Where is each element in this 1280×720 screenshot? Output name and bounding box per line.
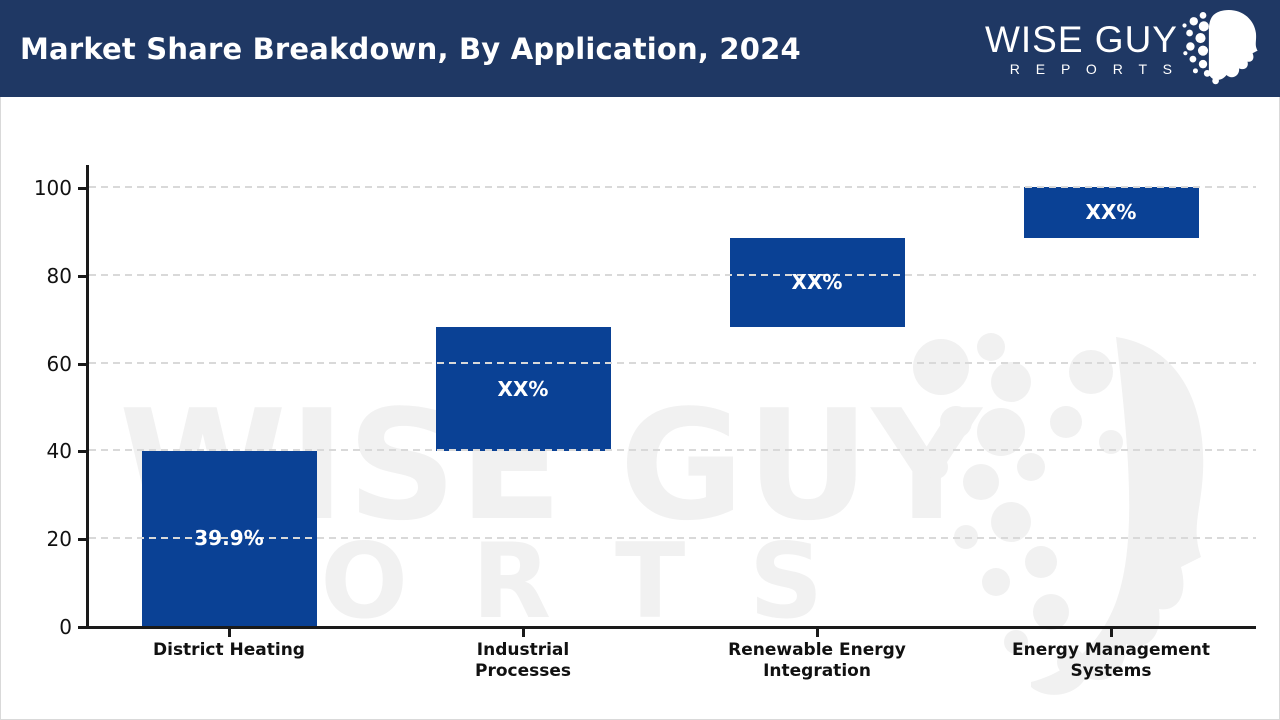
bar-value-label: 39.9%: [194, 526, 264, 551]
bar-value-label: XX%: [791, 270, 843, 295]
x-category-label-0: District Heating: [153, 640, 305, 660]
y-tick-60: [78, 362, 86, 366]
x-tick-0: [228, 629, 231, 637]
logo-wordmark: WISE GUY: [984, 18, 1178, 60]
logo-text: WISE GUY R E P O R T S: [984, 18, 1178, 78]
gridline-80: [89, 273, 1256, 276]
y-tick-label-100: 100: [33, 176, 72, 200]
bar-2: [729, 237, 905, 328]
gridline-20: [89, 537, 1256, 540]
logo-subtext: R E P O R T S: [1009, 61, 1178, 78]
x-tick-2: [816, 629, 819, 637]
y-tick-20: [78, 538, 86, 542]
x-category-label-2: Renewable Energy Integration: [728, 640, 906, 682]
gridline-40: [89, 449, 1256, 452]
bar-value-label: XX%: [1085, 200, 1137, 225]
y-tick-40: [78, 450, 86, 454]
y-tick-label-40: 40: [46, 439, 72, 464]
y-tick-label-0: 0: [59, 615, 72, 639]
watermark-head-icon: [913, 333, 1204, 695]
y-tick-label-80: 80: [46, 263, 72, 288]
bar-1: [435, 327, 611, 451]
bar-3: [1023, 187, 1199, 238]
y-tick-label-20: 20: [46, 527, 72, 552]
y-tick-100: [78, 187, 86, 190]
x-tick-1: [522, 629, 525, 637]
bar-value-label: XX%: [497, 376, 549, 401]
y-tick-0: [78, 626, 86, 629]
y-axis-line: [86, 165, 89, 629]
wiseguy-logo: WISE GUY R E P O R T S: [985, 6, 1266, 92]
gridline-60: [89, 361, 1256, 364]
x-category-label-1: Industrial Processes: [474, 640, 571, 682]
y-tick-80: [78, 274, 86, 278]
logo-head-icon: [1182, 9, 1258, 85]
page-title: Market Share Breakdown, By Application, …: [20, 31, 801, 66]
y-tick-label-60: 60: [46, 351, 72, 376]
x-axis-line: [86, 626, 1256, 629]
x-category-label-3: Energy Management Systems: [1012, 640, 1210, 682]
gridline-100: [89, 186, 1256, 188]
x-tick-3: [1110, 629, 1113, 637]
header: Market Share Breakdown, By Application, …: [0, 0, 1280, 97]
